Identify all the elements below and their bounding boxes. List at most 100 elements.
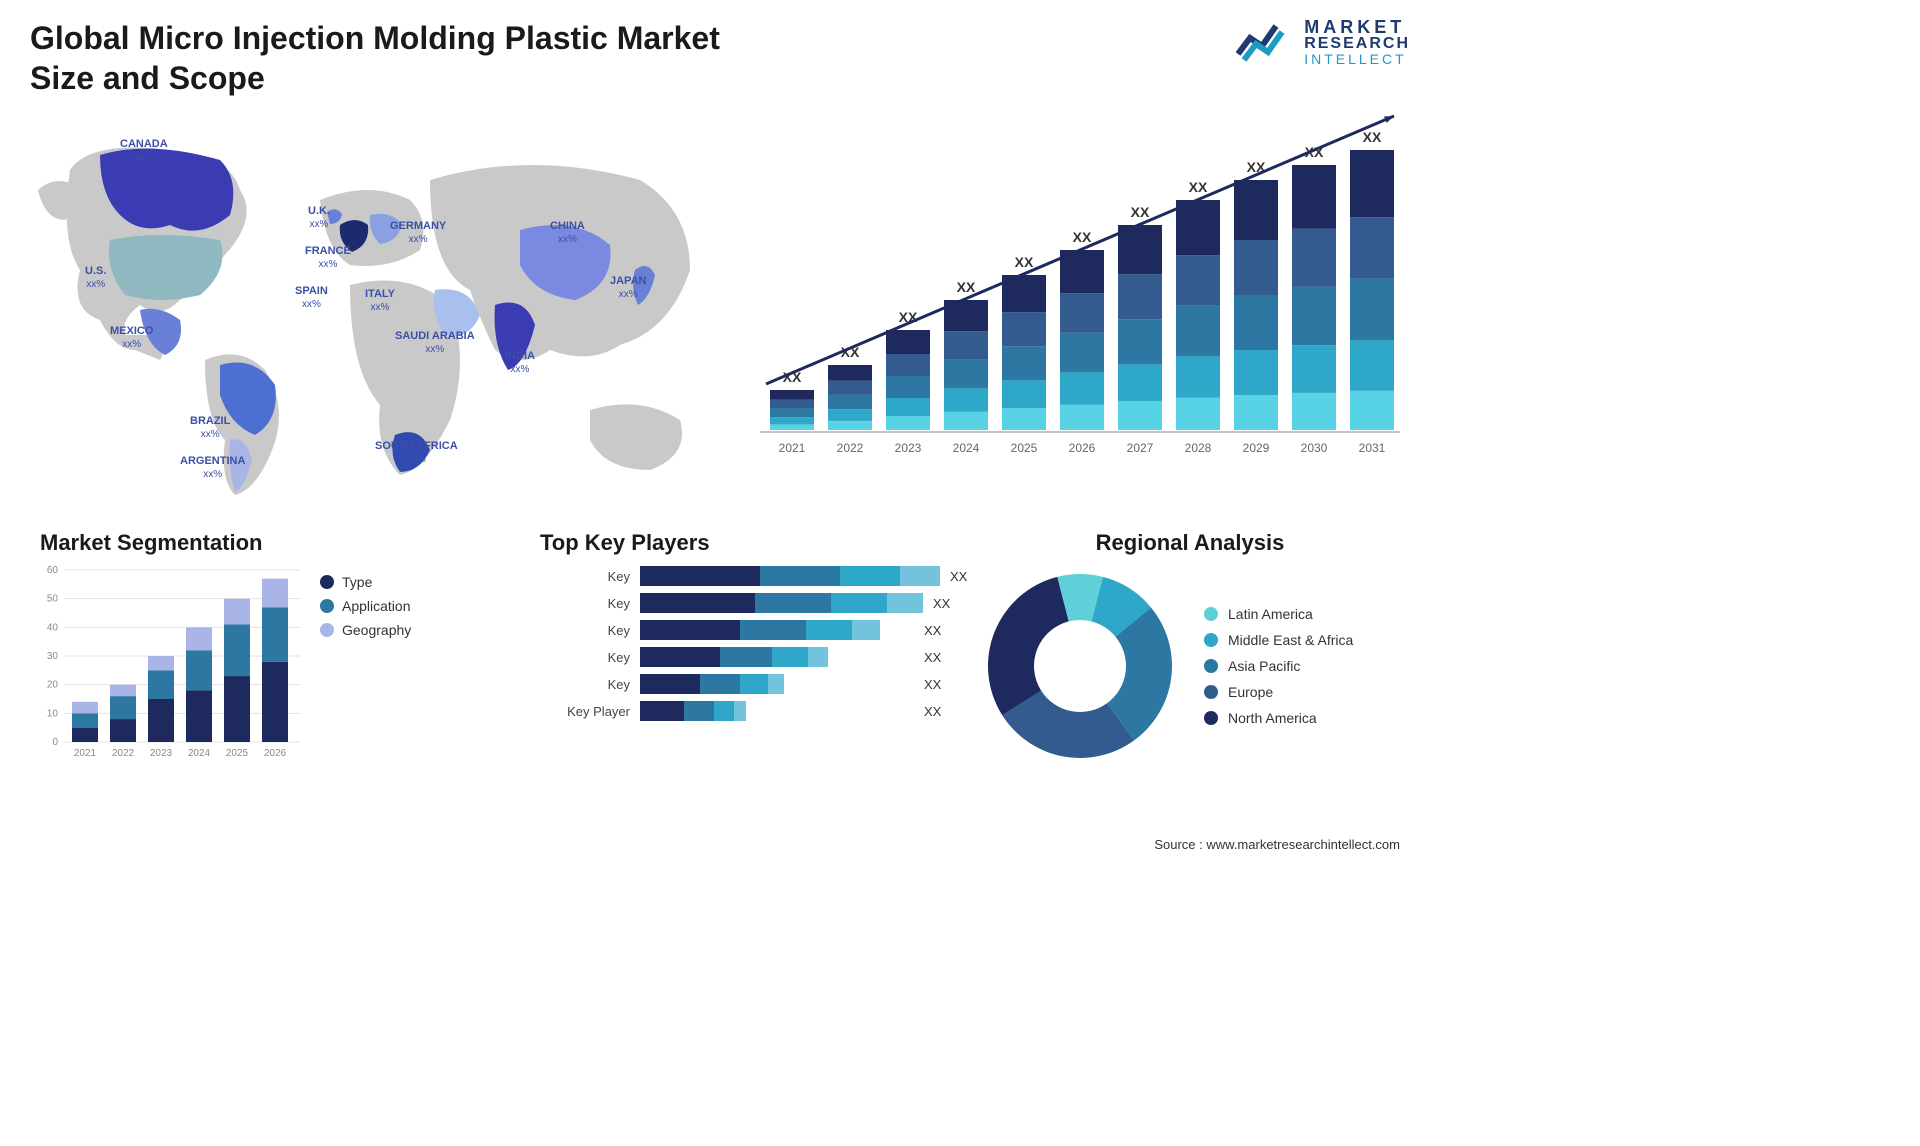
regional-legend: Latin AmericaMiddle East & AfricaAsia Pa… (1204, 596, 1353, 736)
growth-bar-seg (944, 412, 988, 430)
seg-bar-seg (262, 662, 288, 742)
logo-icon (1236, 20, 1292, 64)
player-bar (640, 701, 914, 721)
growth-bar-seg (1118, 364, 1162, 401)
map-label-canada: CANADAxx% (120, 138, 168, 163)
growth-year-label: 2029 (1243, 441, 1270, 455)
player-row: Key XX (540, 620, 960, 640)
logo-line2: RESEARCH (1304, 36, 1410, 52)
svg-text:20: 20 (47, 680, 59, 691)
player-label: Key (540, 623, 630, 638)
seg-bar-seg (186, 650, 212, 690)
player-bar-seg (734, 701, 746, 721)
growth-bar-seg (1292, 393, 1336, 430)
player-bar-seg (772, 647, 808, 667)
svg-text:2024: 2024 (188, 748, 211, 759)
source-text: Source : www.marketresearchintellect.com (1154, 837, 1400, 852)
growth-bar-seg (1350, 150, 1394, 217)
map-label-brazil: BRAZILxx% (190, 415, 230, 440)
seg-bar-seg (224, 599, 250, 625)
player-row: KeyXX (540, 647, 960, 667)
player-bar (640, 593, 923, 613)
player-row: KeyXX (540, 593, 960, 613)
player-bar-seg (755, 593, 831, 613)
player-bar-seg (852, 620, 880, 640)
seg-bar-seg (148, 699, 174, 742)
growth-bar-seg (1060, 293, 1104, 333)
market-segmentation: Market Segmentation 01020304050602021202… (40, 530, 460, 776)
brand-logo: MARKET RESEARCH INTELLECT (1236, 18, 1410, 66)
map-label-spain: SPAINxx% (295, 285, 328, 310)
growth-bar-seg (886, 354, 930, 376)
growth-bar-seg (1350, 340, 1394, 390)
seg-legend-item: Application (320, 598, 411, 614)
growth-bar-label: XX (1073, 229, 1092, 245)
seg-legend-item: Type (320, 574, 411, 590)
map-region-australia (590, 404, 682, 470)
header: Global Micro Injection Molding Plastic M… (30, 18, 1410, 98)
top-key-players: Top Key Players KeyXXKeyXXKeyXXKeyXXKeyX… (540, 530, 960, 728)
growth-chart: XX2021XX2022XX2023XX2024XX2025XX2026XX20… (760, 110, 1400, 480)
growth-bar-seg (886, 330, 930, 354)
growth-bar-seg (1176, 200, 1220, 255)
growth-bar-seg (828, 395, 872, 409)
player-bar-seg (640, 647, 720, 667)
map-label-saudiarabia: SAUDI ARABIAxx% (395, 330, 475, 355)
logo-line3: INTELLECT (1304, 52, 1410, 66)
growth-bar-label: XX (1015, 254, 1034, 270)
player-bar-seg (720, 647, 772, 667)
growth-bar-seg (1292, 165, 1336, 229)
page-title: Global Micro Injection Molding Plastic M… (30, 18, 750, 98)
player-value: XX (924, 704, 960, 719)
growth-year-label: 2031 (1359, 441, 1386, 455)
regional-legend-item: North America (1204, 710, 1353, 726)
player-row: Key Player XX (540, 701, 960, 721)
seg-legend-item: Geography (320, 622, 411, 638)
map-label-us: U.S.xx% (85, 265, 106, 290)
growth-bar-seg (944, 360, 988, 389)
growth-bar-seg (1292, 229, 1336, 287)
player-bar-seg (640, 593, 755, 613)
growth-bar-seg (1234, 350, 1278, 395)
regional-title: Regional Analysis (980, 530, 1400, 556)
player-bar-seg (640, 701, 684, 721)
growth-year-label: 2021 (779, 441, 806, 455)
player-bar-seg (684, 701, 714, 721)
growth-bar-seg (1234, 295, 1278, 350)
player-bar (640, 674, 914, 694)
growth-bar-seg (1060, 333, 1104, 373)
growth-bar-label: XX (1363, 129, 1382, 145)
map-label-japan: JAPANxx% (610, 275, 646, 300)
growth-bar-seg (1002, 346, 1046, 380)
growth-bar-seg (1350, 391, 1394, 430)
seg-bar-seg (148, 656, 174, 670)
svg-text:0: 0 (52, 737, 58, 748)
seg-bar-seg (110, 696, 136, 719)
growth-year-label: 2024 (953, 441, 980, 455)
growth-year-label: 2023 (895, 441, 922, 455)
player-bar-seg (900, 566, 940, 586)
growth-bar-seg (1118, 319, 1162, 364)
player-bar-seg (831, 593, 887, 613)
world-map: CANADAxx%U.S.xx%MEXICOxx%BRAZILxx%ARGENT… (30, 120, 710, 500)
growth-year-label: 2025 (1011, 441, 1038, 455)
player-bar-seg (640, 674, 700, 694)
player-row: KeyXX (540, 566, 960, 586)
growth-bar-seg (828, 421, 872, 430)
player-label: Key Player (540, 704, 630, 719)
map-label-germany: GERMANYxx% (390, 220, 446, 245)
player-bar (640, 620, 914, 640)
segmentation-chart: 0102030405060202120222023202420252026 (40, 566, 300, 776)
player-bar-seg (700, 674, 740, 694)
player-value: XX (924, 623, 960, 638)
player-bar-seg (714, 701, 734, 721)
donut-slice (988, 577, 1069, 715)
player-bar-seg (740, 620, 806, 640)
growth-bar-seg (770, 408, 814, 417)
growth-bar-seg (770, 424, 814, 430)
growth-bar-seg (1176, 306, 1220, 357)
seg-bar-seg (224, 676, 250, 742)
player-value: XX (924, 650, 960, 665)
regional-legend-item: Europe (1204, 684, 1353, 700)
growth-bar-seg (770, 417, 814, 424)
